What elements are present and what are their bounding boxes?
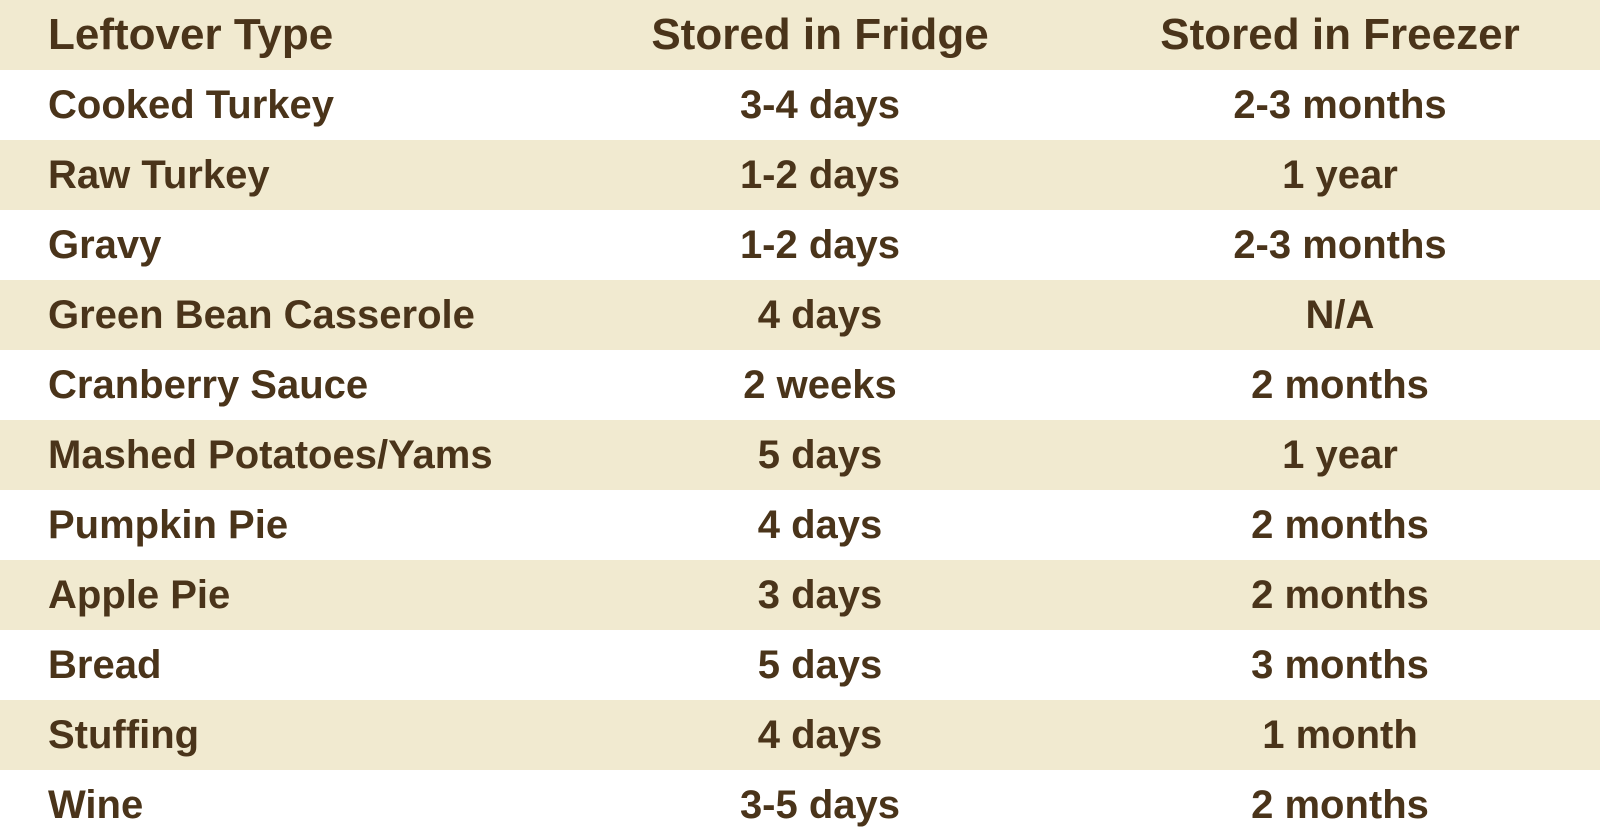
cell-freezer: 3 months: [1080, 643, 1600, 688]
cell-leftover-type: Pumpkin Pie: [0, 503, 560, 548]
cell-leftover-type: Gravy: [0, 223, 560, 268]
cell-leftover-type: Apple Pie: [0, 573, 560, 618]
cell-leftover-type: Green Bean Casserole: [0, 293, 560, 338]
cell-fridge: 3 days: [560, 573, 1080, 618]
cell-freezer: N/A: [1080, 293, 1600, 338]
cell-fridge: 2 weeks: [560, 363, 1080, 408]
table-row: Wine 3-5 days 2 months: [0, 770, 1600, 840]
cell-fridge: 3-5 days: [560, 783, 1080, 828]
cell-freezer: 1 year: [1080, 153, 1600, 198]
cell-fridge: 3-4 days: [560, 83, 1080, 128]
cell-freezer: 2 months: [1080, 503, 1600, 548]
table-row: Gravy 1-2 days 2-3 months: [0, 210, 1600, 280]
table-row: Cranberry Sauce 2 weeks 2 months: [0, 350, 1600, 420]
table-row: Stuffing 4 days 1 month: [0, 700, 1600, 770]
leftovers-table: Leftover Type Stored in Fridge Stored in…: [0, 0, 1600, 840]
cell-fridge: 4 days: [560, 293, 1080, 338]
cell-fridge: 5 days: [560, 433, 1080, 478]
cell-leftover-type: Bread: [0, 643, 560, 688]
table-row: Mashed Potatoes/Yams 5 days 1 year: [0, 420, 1600, 490]
table-row: Cooked Turkey 3-4 days 2-3 months: [0, 70, 1600, 140]
cell-freezer: 2 months: [1080, 783, 1600, 828]
col-header-leftover-type: Leftover Type: [0, 10, 560, 60]
cell-freezer: 2-3 months: [1080, 83, 1600, 128]
table-row: Green Bean Casserole 4 days N/A: [0, 280, 1600, 350]
cell-freezer: 2 months: [1080, 363, 1600, 408]
cell-leftover-type: Mashed Potatoes/Yams: [0, 433, 560, 478]
cell-freezer: 2 months: [1080, 573, 1600, 618]
cell-leftover-type: Wine: [0, 783, 560, 828]
table-header-row: Leftover Type Stored in Fridge Stored in…: [0, 0, 1600, 70]
cell-freezer: 1 year: [1080, 433, 1600, 478]
col-header-fridge: Stored in Fridge: [560, 10, 1080, 60]
cell-leftover-type: Stuffing: [0, 713, 560, 758]
table-row: Raw Turkey 1-2 days 1 year: [0, 140, 1600, 210]
cell-fridge: 5 days: [560, 643, 1080, 688]
cell-leftover-type: Cranberry Sauce: [0, 363, 560, 408]
cell-fridge: 1-2 days: [560, 223, 1080, 268]
cell-freezer: 1 month: [1080, 713, 1600, 758]
cell-fridge: 4 days: [560, 713, 1080, 758]
table-row: Pumpkin Pie 4 days 2 months: [0, 490, 1600, 560]
cell-fridge: 4 days: [560, 503, 1080, 548]
cell-leftover-type: Raw Turkey: [0, 153, 560, 198]
col-header-freezer: Stored in Freezer: [1080, 10, 1600, 60]
cell-freezer: 2-3 months: [1080, 223, 1600, 268]
cell-fridge: 1-2 days: [560, 153, 1080, 198]
cell-leftover-type: Cooked Turkey: [0, 83, 560, 128]
table-row: Apple Pie 3 days 2 months: [0, 560, 1600, 630]
table-row: Bread 5 days 3 months: [0, 630, 1600, 700]
